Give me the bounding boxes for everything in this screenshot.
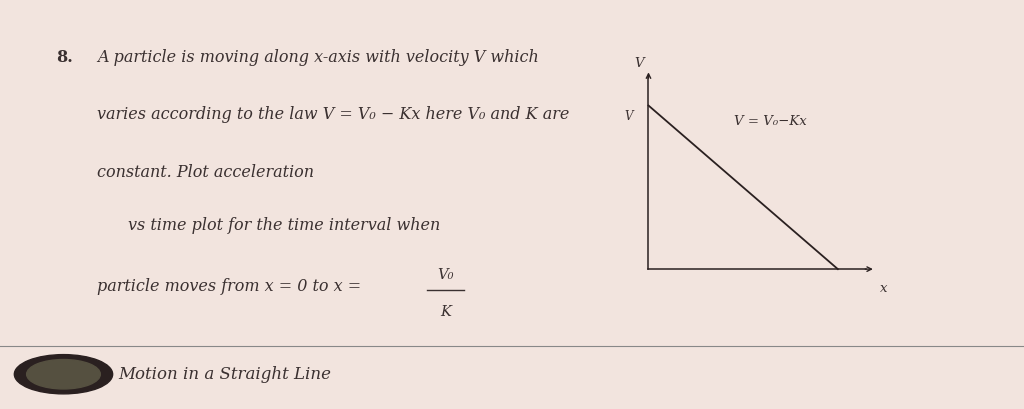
Circle shape [14, 355, 113, 394]
Circle shape [27, 360, 100, 389]
Text: V₀: V₀ [437, 268, 454, 282]
Text: Motion in a Straight Line: Motion in a Straight Line [118, 366, 331, 383]
Text: A particle is moving along x-axis with velocity V which: A particle is moving along x-axis with v… [97, 49, 539, 66]
Text: constant. Plot acceleration: constant. Plot acceleration [97, 164, 314, 181]
Text: V: V [634, 56, 644, 70]
Text: x: x [880, 282, 887, 295]
Text: vs time plot for the time interval when: vs time plot for the time interval when [128, 217, 440, 234]
Text: K: K [440, 305, 451, 319]
Text: varies according to the law V = V₀ − Kx here V₀ and K are: varies according to the law V = V₀ − Kx … [97, 106, 569, 124]
Text: particle moves from x = 0 to x =: particle moves from x = 0 to x = [97, 278, 361, 295]
Text: 8.: 8. [56, 49, 73, 66]
Text: V = V₀−Kx: V = V₀−Kx [734, 115, 807, 128]
Text: V: V [625, 110, 633, 124]
